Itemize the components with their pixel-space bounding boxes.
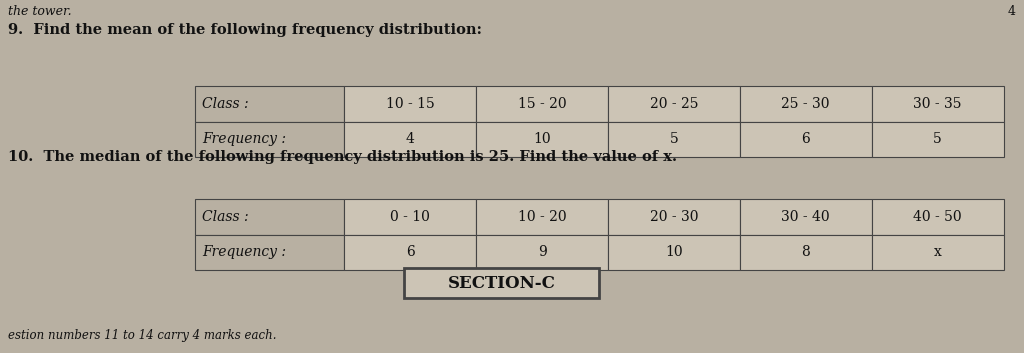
- Text: 15 - 20: 15 - 20: [518, 97, 566, 111]
- Text: 10 - 20: 10 - 20: [518, 210, 566, 224]
- Text: 10: 10: [665, 245, 683, 259]
- Text: 10.  The median of the following frequency distribution is 25. Find the value of: 10. The median of the following frequenc…: [8, 150, 677, 164]
- Bar: [871, 235, 1004, 270]
- Text: 10: 10: [534, 132, 551, 146]
- Text: 4: 4: [406, 132, 415, 146]
- Text: 25 - 30: 25 - 30: [781, 97, 830, 111]
- Bar: [195, 199, 344, 235]
- Bar: [739, 122, 871, 157]
- Bar: [344, 199, 476, 235]
- Text: the tower.: the tower.: [8, 5, 72, 18]
- Text: 30 - 40: 30 - 40: [781, 210, 830, 224]
- Text: 20 - 25: 20 - 25: [649, 97, 698, 111]
- Bar: [344, 235, 476, 270]
- Bar: [608, 86, 739, 122]
- Text: 5: 5: [933, 132, 942, 146]
- Text: 0 - 10: 0 - 10: [390, 210, 430, 224]
- Text: Frequency :: Frequency :: [202, 132, 286, 146]
- Bar: [476, 122, 608, 157]
- Text: 9: 9: [538, 245, 547, 259]
- Text: Frequency :: Frequency :: [202, 245, 286, 259]
- Bar: [871, 199, 1004, 235]
- Bar: [739, 199, 871, 235]
- Text: Class :: Class :: [202, 97, 249, 111]
- Bar: [608, 235, 739, 270]
- Bar: [871, 122, 1004, 157]
- Bar: [344, 122, 476, 157]
- Text: 6: 6: [406, 245, 415, 259]
- Text: 6: 6: [802, 132, 810, 146]
- Text: SECTION-C: SECTION-C: [447, 275, 556, 292]
- Bar: [608, 122, 739, 157]
- Text: 9.  Find the mean of the following frequency distribution:: 9. Find the mean of the following freque…: [8, 23, 482, 37]
- Text: x: x: [934, 245, 941, 259]
- Bar: [195, 86, 344, 122]
- Bar: [344, 86, 476, 122]
- Bar: [195, 235, 344, 270]
- Text: 4: 4: [1008, 5, 1016, 18]
- Text: 20 - 30: 20 - 30: [649, 210, 698, 224]
- Bar: [476, 199, 608, 235]
- Bar: [195, 122, 344, 157]
- Text: 8: 8: [802, 245, 810, 259]
- Bar: [476, 86, 608, 122]
- Text: 10 - 15: 10 - 15: [386, 97, 434, 111]
- Bar: [476, 235, 608, 270]
- Bar: [871, 86, 1004, 122]
- Bar: [739, 86, 871, 122]
- Text: estion numbers 11 to 14 carry 4 marks each.: estion numbers 11 to 14 carry 4 marks ea…: [8, 329, 276, 342]
- Bar: [608, 199, 739, 235]
- Text: 40 - 50: 40 - 50: [913, 210, 962, 224]
- Text: Class :: Class :: [202, 210, 249, 224]
- Text: 30 - 35: 30 - 35: [913, 97, 962, 111]
- Bar: [739, 235, 871, 270]
- Bar: [404, 268, 599, 298]
- Text: 5: 5: [670, 132, 678, 146]
